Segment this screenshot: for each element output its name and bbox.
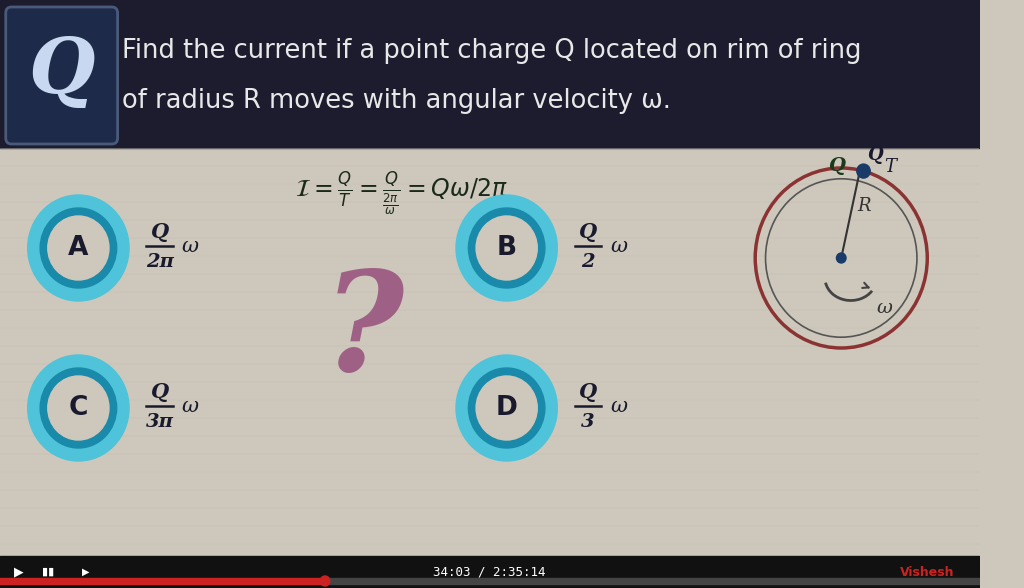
Circle shape — [40, 208, 117, 288]
Circle shape — [857, 164, 870, 178]
Circle shape — [468, 368, 545, 448]
Circle shape — [28, 195, 129, 301]
Text: ▶: ▶ — [82, 567, 90, 577]
Text: C: C — [69, 395, 88, 421]
Text: ?: ? — [323, 266, 403, 400]
Text: 34:03 / 2:35:14: 34:03 / 2:35:14 — [433, 566, 546, 579]
Text: of radius R moves with angular velocity ω.: of radius R moves with angular velocity … — [122, 88, 672, 113]
Text: Q: Q — [579, 222, 597, 242]
Text: ω: ω — [610, 236, 627, 256]
Circle shape — [48, 376, 109, 440]
Text: $\mathcal{I} = \frac{Q}{T} = \frac{Q}{\frac{2\pi}{\omega}} = Q\omega/2\pi$: $\mathcal{I} = \frac{Q}{T} = \frac{Q}{\f… — [295, 169, 508, 217]
Circle shape — [28, 355, 129, 461]
Circle shape — [48, 216, 109, 280]
Circle shape — [468, 208, 545, 288]
Circle shape — [321, 576, 330, 586]
Text: T: T — [885, 158, 896, 176]
Circle shape — [456, 195, 557, 301]
Circle shape — [476, 216, 538, 280]
Text: 2π: 2π — [145, 253, 174, 271]
Text: ▶: ▶ — [14, 566, 24, 579]
Text: R: R — [857, 197, 871, 215]
Text: Q: Q — [29, 35, 95, 109]
Text: B: B — [497, 235, 517, 261]
Text: 3: 3 — [581, 413, 595, 431]
Text: ▮▮: ▮▮ — [42, 567, 54, 577]
Text: 3π: 3π — [145, 413, 174, 431]
Text: 2: 2 — [581, 253, 595, 271]
Text: Q: Q — [151, 222, 169, 242]
Text: Q: Q — [828, 157, 845, 175]
Text: ω: ω — [181, 396, 199, 416]
Circle shape — [476, 376, 538, 440]
Text: Vishesh: Vishesh — [900, 566, 954, 579]
FancyBboxPatch shape — [6, 7, 118, 144]
Circle shape — [837, 253, 846, 263]
Text: A: A — [69, 235, 88, 261]
Text: ω: ω — [877, 299, 892, 317]
Text: D: D — [496, 395, 517, 421]
Text: Q: Q — [867, 146, 883, 164]
Text: ω: ω — [181, 236, 199, 256]
Circle shape — [40, 368, 117, 448]
Circle shape — [456, 355, 557, 461]
Text: Q: Q — [579, 382, 597, 402]
Text: ω: ω — [610, 396, 627, 416]
Text: Q: Q — [151, 382, 169, 402]
Text: Find the current if a point charge Q located on rim of ring: Find the current if a point charge Q loc… — [122, 38, 862, 64]
